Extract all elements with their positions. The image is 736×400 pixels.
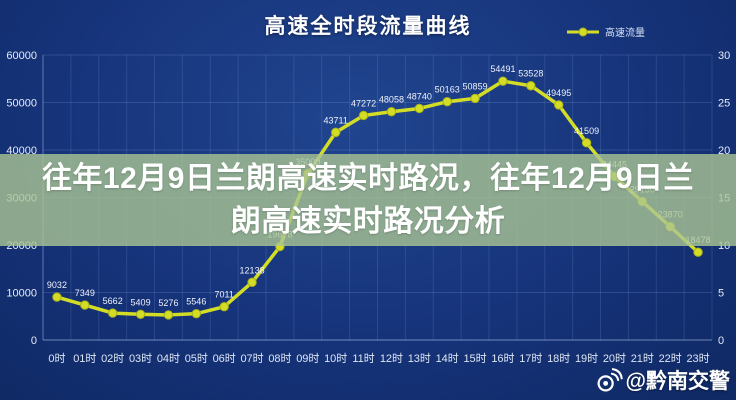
weibo-icon: [597, 368, 623, 392]
x-axis-label: 23时: [686, 352, 709, 365]
x-axis-label: 15时: [463, 352, 486, 365]
watermark: @黔南交警: [596, 365, 730, 395]
y-axis-label-right: 5: [718, 288, 724, 300]
point-label: 53528: [518, 69, 543, 79]
x-axis-label: 13时: [408, 352, 431, 365]
x-axis-label: 14时: [436, 352, 459, 365]
x-axis-label: 16时: [491, 352, 514, 365]
x-axis-label: 09时: [296, 352, 319, 365]
data-point: [107, 308, 118, 318]
x-axis-label: 08时: [268, 352, 291, 365]
data-point: [386, 107, 397, 117]
point-label: 50163: [435, 85, 460, 95]
data-point: [163, 310, 174, 320]
watermark-text: @黔南交警: [625, 370, 730, 393]
data-point: [470, 93, 480, 104]
data-point: [442, 97, 452, 107]
data-point: [330, 127, 341, 138]
point-label: 7349: [75, 288, 95, 298]
data-point: [526, 81, 536, 91]
data-point: [219, 301, 229, 312]
legend-label: 高速流量: [605, 28, 645, 39]
x-axis-label: 20时: [603, 352, 626, 365]
x-axis-label: 05时: [185, 352, 208, 365]
headline-text: 往年12月9日兰朗高速实时路况，往年12月9日兰朗高速实时路况分析: [41, 162, 695, 238]
y-axis-label-left: 50000: [6, 98, 37, 110]
data-point: [52, 292, 62, 302]
x-axis-label: 11时: [352, 352, 374, 365]
point-label: 48058: [379, 95, 404, 105]
point-label: 50859: [463, 81, 488, 91]
point-label: 12138: [240, 265, 265, 275]
point-label: 9032: [47, 280, 67, 290]
data-point: [414, 103, 425, 114]
data-point: [693, 247, 703, 257]
point-label: 7011: [215, 290, 234, 300]
data-point: [247, 277, 257, 288]
x-axis-label: 18时: [547, 352, 570, 365]
point-label: 5276: [158, 298, 178, 308]
headline-banner-overlay: 往年12月9日兰朗高速实时路况，往年12月9日兰朗高速实时路况分析: [0, 154, 736, 246]
x-axis-label: 02时: [101, 352, 124, 365]
legend-line-marker-icon: [567, 27, 599, 36]
point-label: 5409: [131, 297, 151, 307]
x-axis-label: 19时: [575, 352, 598, 365]
legend: 高速流量: [566, 24, 645, 39]
point-label: 54491: [490, 64, 515, 74]
data-point: [358, 110, 369, 121]
x-axis-label: 01时: [73, 352, 96, 365]
x-axis-label: 03时: [129, 352, 152, 365]
x-axis-label: 0时: [48, 352, 65, 365]
x-axis-label: 06时: [213, 352, 236, 365]
chart-title: 高速全时段流量曲线: [264, 15, 472, 38]
x-axis-label: 21时: [631, 352, 654, 365]
point-label: 5662: [103, 296, 123, 306]
point-label: 49495: [546, 88, 571, 98]
point-label: 41509: [574, 126, 599, 136]
data-point: [80, 300, 90, 310]
data-point: [581, 138, 592, 148]
x-axis-label: 17时: [519, 352, 542, 365]
y-axis-label-right: 30: [718, 50, 730, 62]
x-axis-label: 10时: [324, 352, 347, 365]
data-point: [135, 309, 146, 320]
point-label: 43711: [324, 115, 348, 125]
y-axis-label-left: 10000: [6, 288, 37, 300]
x-axis-label: 04时: [157, 352, 180, 365]
point-label: 47272: [351, 98, 376, 108]
y-axis-label-left: 0: [31, 335, 37, 347]
x-axis-label: 07时: [240, 352, 263, 365]
data-point: [553, 100, 564, 110]
y-axis-label-left: 60000: [6, 50, 37, 62]
data-point: [498, 76, 508, 86]
y-axis-label-right: 0: [718, 335, 724, 347]
data-point: [191, 308, 202, 319]
point-label: 48740: [407, 91, 432, 101]
x-axis-label: 22时: [659, 352, 682, 365]
point-label: 5546: [186, 297, 206, 307]
y-axis-label-right: 25: [718, 98, 730, 110]
x-axis-label: 12时: [380, 352, 403, 365]
